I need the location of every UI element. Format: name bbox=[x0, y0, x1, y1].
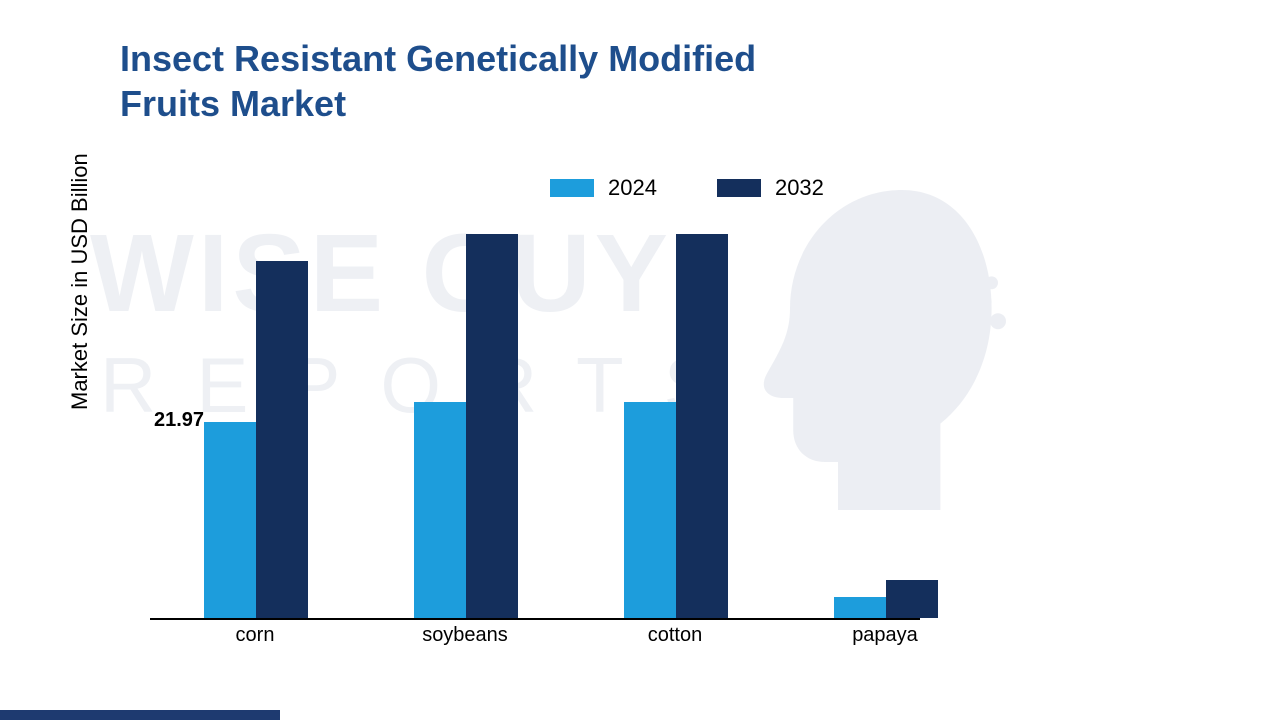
bar-soybeans-2032 bbox=[466, 234, 518, 618]
y-axis-label: Market Size in USD Billion bbox=[67, 153, 93, 410]
bar-corn-2024 bbox=[204, 422, 256, 618]
bar-cotton-2032 bbox=[676, 234, 728, 618]
value-label-corn-2024: 21.97 bbox=[154, 409, 204, 432]
bar-soybeans-2024 bbox=[414, 402, 466, 618]
legend-swatch-2024 bbox=[550, 179, 594, 197]
logo-head-icon bbox=[1212, 32, 1250, 76]
legend-swatch-2032 bbox=[717, 179, 761, 197]
legend-label-2024: 2024 bbox=[608, 175, 657, 201]
x-label-corn: corn bbox=[190, 618, 320, 647]
bar-cotton-2024 bbox=[624, 402, 676, 618]
legend: 2024 2032 bbox=[550, 175, 824, 201]
bottom-accent-strip bbox=[0, 710, 280, 720]
logo-word-1: WISE bbox=[1086, 34, 1167, 67]
x-label-cotton: cotton bbox=[610, 618, 740, 647]
bar-corn-2032 bbox=[256, 261, 308, 618]
legend-label-2032: 2032 bbox=[775, 175, 824, 201]
bar-chart: 2024 2032 Market Size in USD Billion 21.… bbox=[100, 200, 920, 650]
x-label-papaya: papaya bbox=[820, 618, 950, 647]
canvas: WISE GUY REPORTS WISE GUY REPORTS Insect… bbox=[0, 0, 1280, 720]
legend-item-2024: 2024 bbox=[550, 175, 657, 201]
right-panel bbox=[966, 0, 1280, 720]
plot-area: 21.97cornsoybeanscottonpapaya bbox=[150, 200, 920, 620]
bar-papaya-2024 bbox=[834, 597, 886, 618]
chart-title: Insect Resistant Genetically Modified Fr… bbox=[120, 36, 760, 126]
x-label-soybeans: soybeans bbox=[400, 618, 530, 647]
legend-item-2032: 2032 bbox=[717, 175, 824, 201]
bar-papaya-2032 bbox=[886, 580, 938, 618]
brand-logo: WISE GUY REPORTS bbox=[1086, 36, 1244, 82]
